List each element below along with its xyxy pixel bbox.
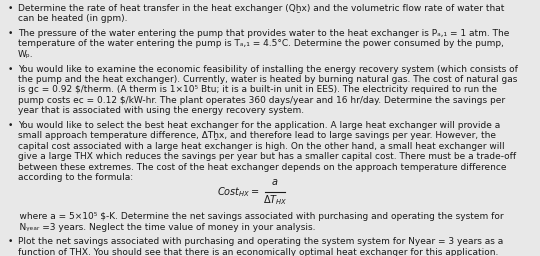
Text: You would like to select the best heat exchanger for the application. A large he: You would like to select the best heat e… <box>18 121 516 182</box>
Text: where a = 5×10⁵ $-K. Determine the net savings associated with purchasing and op: where a = 5×10⁵ $-K. Determine the net s… <box>8 212 504 232</box>
Text: $a$: $a$ <box>271 177 279 187</box>
Text: Determine the rate of heat transfer in the heat exchanger (Qẖx) and the volumetr: Determine the rate of heat transfer in t… <box>18 4 504 23</box>
Text: You would like to examine the economic feasibility of installing the energy reco: You would like to examine the economic f… <box>18 65 518 115</box>
Text: $\Delta T_{HX}$: $\Delta T_{HX}$ <box>263 193 287 207</box>
Text: Plot the net savings associated with purchasing and operating the system system : Plot the net savings associated with pur… <box>18 237 503 256</box>
Text: •: • <box>8 237 14 246</box>
Text: •: • <box>8 65 14 73</box>
Text: •: • <box>8 121 14 130</box>
Text: The pressure of the water entering the pump that provides water to the heat exch: The pressure of the water entering the p… <box>18 29 509 59</box>
Text: •: • <box>8 29 14 38</box>
Text: •: • <box>8 4 14 13</box>
Text: $\mathit{Cost}_{HX}=$: $\mathit{Cost}_{HX}=$ <box>217 185 260 199</box>
